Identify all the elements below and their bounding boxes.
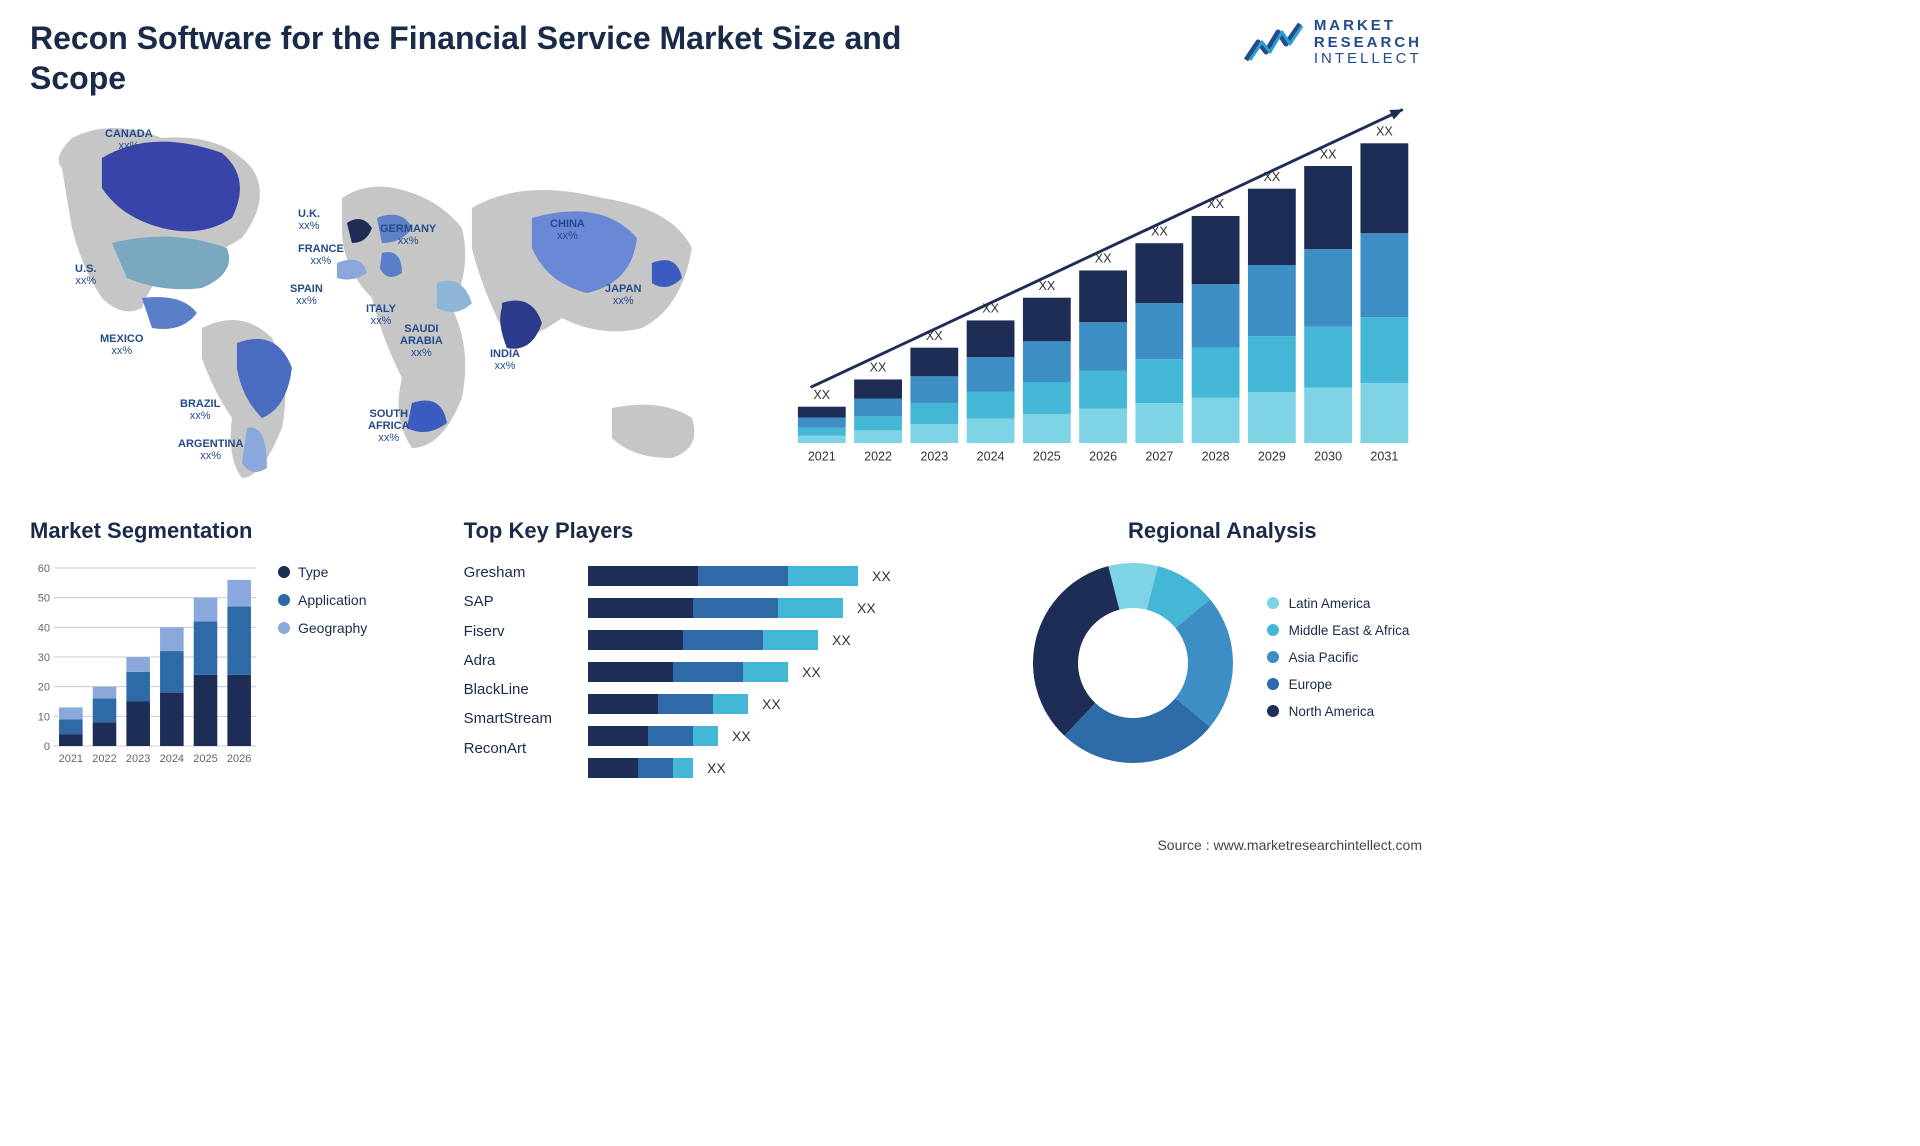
- svg-text:XX: XX: [802, 664, 821, 680]
- source-text: Source : www.marketresearchintellect.com: [1157, 837, 1422, 853]
- map-label: ARGENTINAxx%: [178, 438, 243, 462]
- svg-text:XX: XX: [1376, 125, 1393, 139]
- svg-text:2030: 2030: [1314, 449, 1342, 463]
- map-label: CHINAxx%: [550, 218, 585, 242]
- svg-text:2023: 2023: [920, 449, 948, 463]
- svg-text:XX: XX: [1038, 279, 1055, 293]
- svg-text:20: 20: [38, 682, 50, 694]
- map-label: FRANCExx%: [298, 243, 344, 267]
- player-name: SmartStream: [464, 704, 574, 733]
- svg-text:2021: 2021: [808, 449, 836, 463]
- svg-text:2029: 2029: [1258, 449, 1286, 463]
- svg-text:XX: XX: [832, 632, 851, 648]
- brand-logo: MARKET RESEARCH INTELLECT: [1244, 18, 1422, 68]
- map-label: BRAZILxx%: [180, 398, 220, 422]
- svg-text:2022: 2022: [864, 449, 892, 463]
- svg-text:2026: 2026: [227, 753, 251, 765]
- svg-text:XX: XX: [813, 388, 830, 402]
- svg-text:2022: 2022: [92, 753, 116, 765]
- legend-item: Europe: [1267, 677, 1410, 692]
- players-list: GreshamSAPFiservAdraBlackLineSmartStream…: [464, 558, 574, 783]
- svg-text:2024: 2024: [160, 753, 184, 765]
- svg-text:2026: 2026: [1089, 449, 1117, 463]
- player-name: Adra: [464, 646, 574, 675]
- svg-text:XX: XX: [732, 728, 751, 744]
- logo-line2: RESEARCH: [1314, 35, 1422, 52]
- svg-text:0: 0: [44, 741, 50, 753]
- map-label: SAUDIARABIAxx%: [400, 323, 443, 359]
- svg-text:50: 50: [38, 593, 50, 605]
- players-title: Top Key Players: [464, 518, 993, 544]
- player-name: ReconArt: [464, 734, 574, 763]
- map-label: ITALYxx%: [366, 303, 396, 327]
- growth-chart: XX2021XX2022XX2023XX2024XX2025XX2026XX20…: [784, 108, 1422, 488]
- player-name: Gresham: [464, 558, 574, 587]
- segmentation-legend: TypeApplicationGeography: [278, 558, 367, 768]
- map-label: U.K.xx%: [298, 208, 320, 232]
- legend-item: Latin America: [1267, 596, 1410, 611]
- legend-item: Middle East & Africa: [1267, 623, 1410, 638]
- segmentation-chart: 0 10 20 30 40 50 60 2021 2022 2023 2024 2025 2026: [30, 558, 260, 768]
- svg-text:2024: 2024: [976, 449, 1004, 463]
- segmentation-title: Market Segmentation: [30, 518, 434, 544]
- player-name: SAP: [464, 587, 574, 616]
- map-label: GERMANYxx%: [380, 223, 436, 247]
- regional-donut: [1023, 558, 1243, 768]
- regional-legend: Latin America Middle East & Africa Asia Pa…: [1267, 596, 1410, 731]
- legend-item: Asia Pacific: [1267, 650, 1410, 665]
- svg-text:2031: 2031: [1370, 449, 1398, 463]
- players-chart: XX XX XX XX XX XX XX: [588, 558, 928, 783]
- svg-text:2027: 2027: [1145, 449, 1173, 463]
- svg-text:XX: XX: [872, 568, 891, 584]
- svg-text:2028: 2028: [1201, 449, 1229, 463]
- legend-item: Application: [278, 586, 367, 614]
- map-label: MEXICOxx%: [100, 333, 143, 357]
- map-label: SPAINxx%: [290, 283, 323, 307]
- svg-text:60: 60: [38, 563, 50, 575]
- legend-item: North America: [1267, 704, 1410, 719]
- svg-text:40: 40: [38, 622, 50, 634]
- regional-title: Regional Analysis: [1023, 518, 1422, 544]
- svg-text:2021: 2021: [59, 753, 83, 765]
- player-name: BlackLine: [464, 675, 574, 704]
- svg-text:2025: 2025: [193, 753, 217, 765]
- svg-text:XX: XX: [870, 361, 887, 375]
- svg-text:XX: XX: [707, 760, 726, 776]
- svg-text:XX: XX: [857, 600, 876, 616]
- map-label: SOUTHAFRICAxx%: [368, 408, 410, 444]
- svg-text:10: 10: [38, 711, 50, 723]
- logo-line1: MARKET: [1314, 18, 1422, 35]
- logo-line3: INTELLECT: [1314, 51, 1422, 68]
- svg-text:2025: 2025: [1033, 449, 1061, 463]
- legend-item: Geography: [278, 614, 367, 642]
- world-map: CANADAxx% U.S.xx% MEXICOxx% BRAZILxx% ARGENT…: [30, 108, 754, 488]
- logo-icon: [1244, 20, 1304, 66]
- map-label: INDIAxx%: [490, 348, 520, 372]
- player-name: Fiserv: [464, 617, 574, 646]
- svg-text:XX: XX: [762, 696, 781, 712]
- page-title: Recon Software for the Financial Service…: [30, 18, 930, 98]
- svg-text:30: 30: [38, 652, 50, 664]
- map-label: U.S.xx%: [75, 263, 96, 287]
- legend-item: Type: [278, 558, 367, 586]
- svg-text:2023: 2023: [126, 753, 150, 765]
- svg-text:XX: XX: [1320, 147, 1337, 161]
- map-label: JAPANxx%: [605, 283, 641, 307]
- map-label: CANADAxx%: [105, 128, 153, 152]
